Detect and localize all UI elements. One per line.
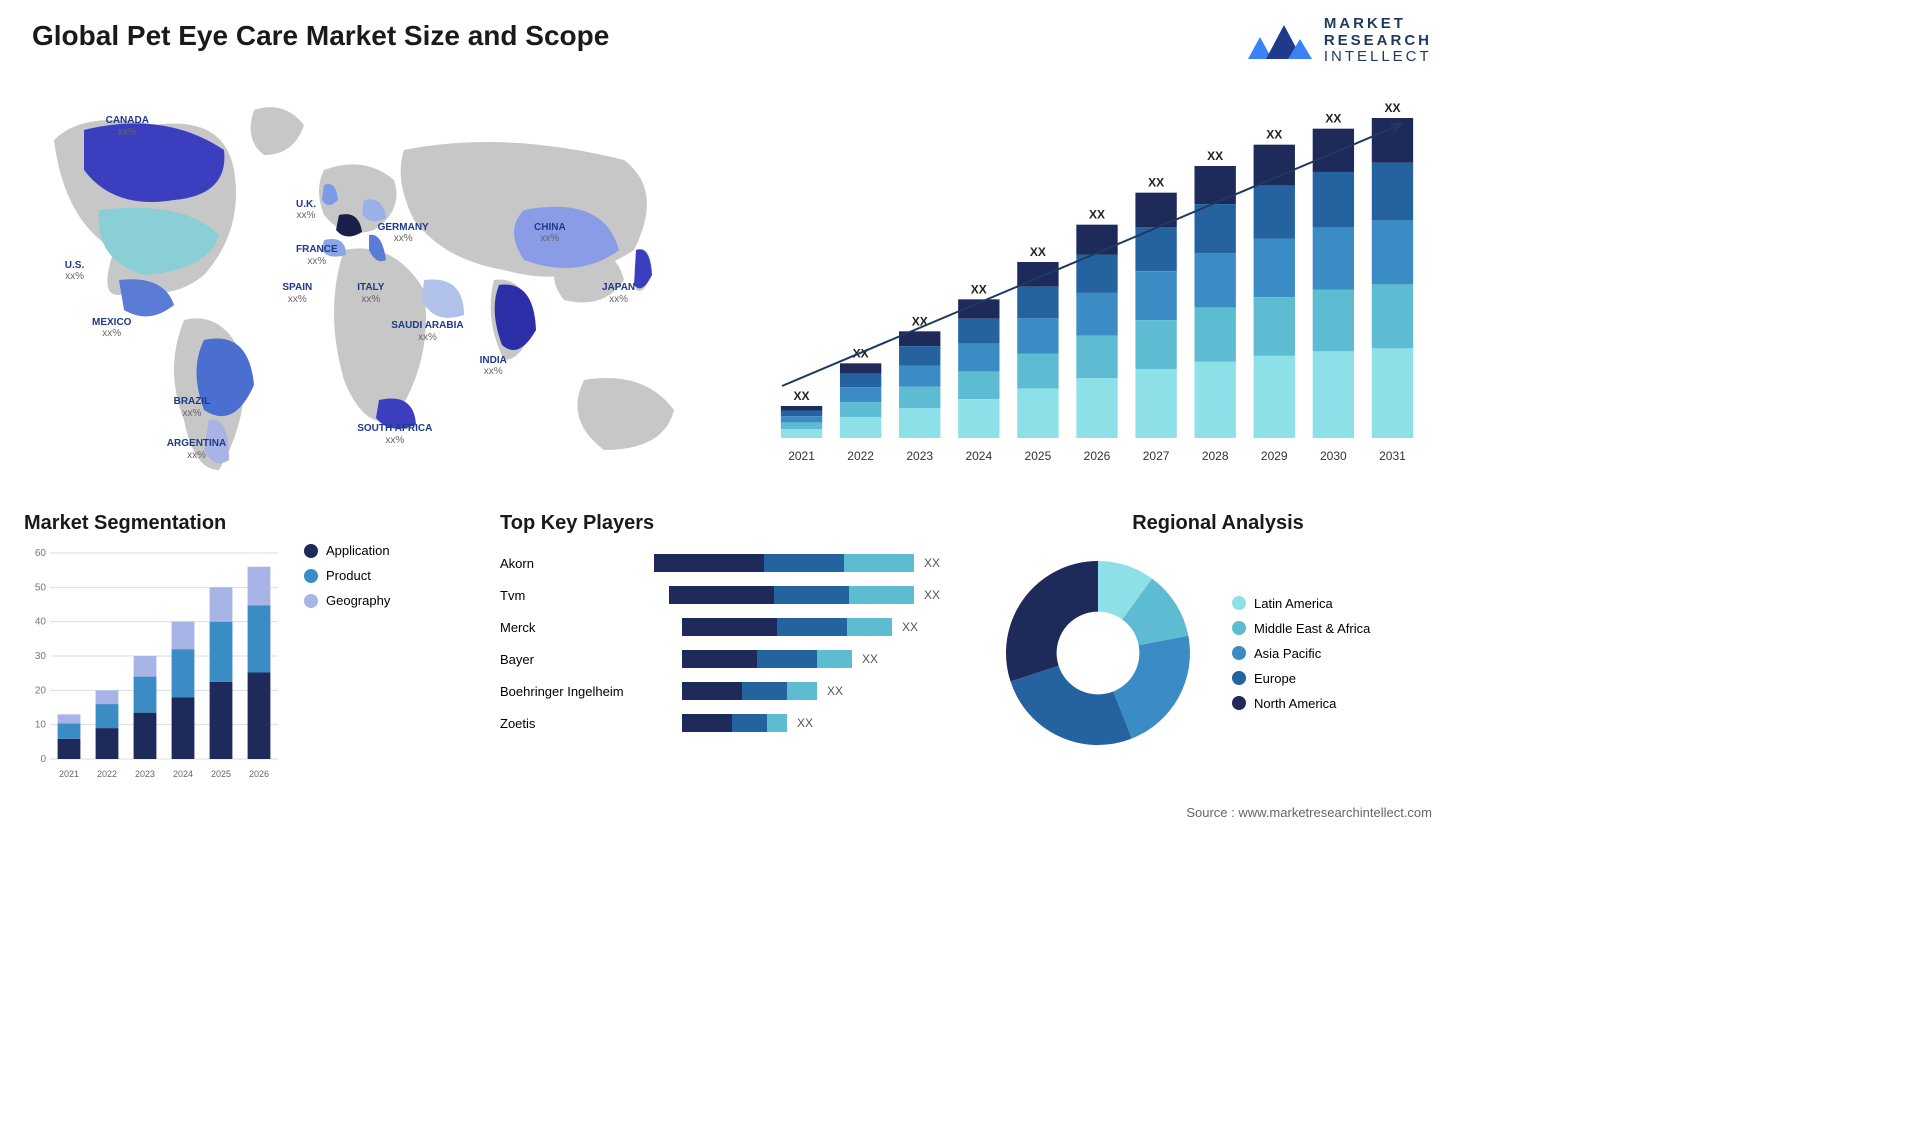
player-bar bbox=[682, 618, 892, 636]
logo-line2: RESEARCH bbox=[1324, 33, 1432, 50]
player-row: Bayer XX bbox=[500, 643, 940, 675]
player-name: Tvm bbox=[500, 588, 669, 603]
svg-text:2021: 2021 bbox=[788, 449, 815, 463]
svg-text:20: 20 bbox=[35, 685, 47, 696]
growth-chart: XX 2021 XX 2022 XX 2023 XX 2024 XX 2025 XX 2026 XX 20… bbox=[752, 88, 1432, 468]
player-row: Boehringer Ingelheim XX bbox=[500, 675, 940, 707]
player-value: XX bbox=[827, 684, 843, 698]
legend-item: Middle East & Africa bbox=[1232, 621, 1370, 636]
svg-text:XX: XX bbox=[1089, 208, 1105, 222]
legend-item: Product bbox=[304, 568, 390, 583]
player-bar bbox=[669, 586, 914, 604]
logo-line1: MARKET bbox=[1324, 16, 1432, 33]
svg-text:2027: 2027 bbox=[1143, 449, 1170, 463]
svg-text:XX: XX bbox=[1030, 245, 1046, 259]
players-list: AkornXXTvmXXMerckXXBayerXXBoehringer Ing… bbox=[500, 547, 940, 739]
svg-text:2026: 2026 bbox=[249, 769, 269, 779]
svg-text:2028: 2028 bbox=[1202, 449, 1229, 463]
legend-item: Geography bbox=[304, 593, 390, 608]
player-name: Merck bbox=[500, 620, 682, 635]
segmentation-chart: 0 10 20 30 40 50 60 2021 2022 2023 2024 2025 2026 bbox=[24, 543, 284, 783]
svg-text:XX: XX bbox=[1266, 128, 1282, 142]
regional-section: Regional Analysis Latin America Middle Ea… bbox=[988, 512, 1448, 763]
svg-text:50: 50 bbox=[35, 582, 47, 593]
player-value: XX bbox=[902, 620, 918, 634]
player-bar bbox=[682, 650, 852, 668]
logo-line3: INTELLECT bbox=[1324, 49, 1432, 66]
svg-text:2022: 2022 bbox=[97, 769, 117, 779]
player-name: Boehringer Ingelheim bbox=[500, 684, 682, 699]
regional-legend: Latin America Middle East & Africa Asia Pa… bbox=[1232, 596, 1370, 711]
svg-text:10: 10 bbox=[35, 720, 47, 731]
svg-text:2026: 2026 bbox=[1084, 449, 1111, 463]
segmentation-legend: Application Product Geography bbox=[304, 543, 390, 608]
svg-text:XX: XX bbox=[971, 282, 987, 296]
player-row: Zoetis XX bbox=[500, 707, 940, 739]
svg-text:60: 60 bbox=[35, 548, 47, 559]
player-name: Bayer bbox=[500, 652, 682, 667]
player-bar bbox=[682, 682, 817, 700]
player-bar bbox=[682, 714, 787, 732]
svg-text:XX: XX bbox=[1207, 149, 1223, 163]
segmentation-title: Market Segmentation bbox=[24, 512, 444, 535]
players-title: Top Key Players bbox=[500, 512, 940, 535]
svg-text:0: 0 bbox=[40, 754, 46, 765]
svg-text:2031: 2031 bbox=[1379, 449, 1406, 463]
svg-text:2029: 2029 bbox=[1261, 449, 1288, 463]
legend-item: Application bbox=[304, 543, 390, 558]
svg-text:2021: 2021 bbox=[59, 769, 79, 779]
regional-title: Regional Analysis bbox=[988, 512, 1448, 535]
player-row: Tvm XX bbox=[500, 579, 940, 611]
legend-item: Latin America bbox=[1232, 596, 1370, 611]
player-value: XX bbox=[924, 556, 940, 570]
brand-logo: MARKET RESEARCH INTELLECT bbox=[1246, 16, 1432, 66]
svg-text:XX: XX bbox=[1325, 112, 1341, 126]
svg-text:2023: 2023 bbox=[906, 449, 933, 463]
player-name: Zoetis bbox=[500, 716, 682, 731]
svg-text:2022: 2022 bbox=[847, 449, 874, 463]
svg-text:2030: 2030 bbox=[1320, 449, 1347, 463]
svg-text:2025: 2025 bbox=[211, 769, 231, 779]
svg-text:2024: 2024 bbox=[965, 449, 992, 463]
legend-item: North America bbox=[1232, 696, 1370, 711]
player-row: Merck XX bbox=[500, 611, 940, 643]
segmentation-section: Market Segmentation 0 10 20 30 40 50 60 2021 202… bbox=[24, 512, 444, 783]
logo-mark-icon bbox=[1246, 19, 1314, 63]
player-row: Akorn XX bbox=[500, 547, 940, 579]
svg-text:XX: XX bbox=[1384, 101, 1400, 115]
svg-text:40: 40 bbox=[35, 617, 47, 628]
player-value: XX bbox=[924, 588, 940, 602]
page-title: Global Pet Eye Care Market Size and Scop… bbox=[32, 20, 609, 52]
player-name: Akorn bbox=[500, 556, 654, 571]
players-section: Top Key Players AkornXXTvmXXMerckXXBayer… bbox=[500, 512, 940, 739]
svg-text:2025: 2025 bbox=[1025, 449, 1052, 463]
legend-item: Asia Pacific bbox=[1232, 646, 1370, 661]
regional-donut bbox=[988, 543, 1208, 763]
svg-text:2024: 2024 bbox=[173, 769, 193, 779]
legend-item: Europe bbox=[1232, 671, 1370, 686]
svg-text:2023: 2023 bbox=[135, 769, 155, 779]
svg-text:XX: XX bbox=[794, 389, 810, 403]
world-map: CANADAxx%U.S.xx%MEXICOxx%BRAZILxx%ARGENT… bbox=[24, 100, 704, 480]
player-bar bbox=[654, 554, 914, 572]
player-value: XX bbox=[797, 716, 813, 730]
source-text: Source : www.marketresearchintellect.com bbox=[1186, 805, 1432, 820]
player-value: XX bbox=[862, 652, 878, 666]
logo-text: MARKET RESEARCH INTELLECT bbox=[1324, 16, 1432, 66]
svg-text:XX: XX bbox=[1148, 176, 1164, 190]
svg-text:30: 30 bbox=[35, 651, 47, 662]
